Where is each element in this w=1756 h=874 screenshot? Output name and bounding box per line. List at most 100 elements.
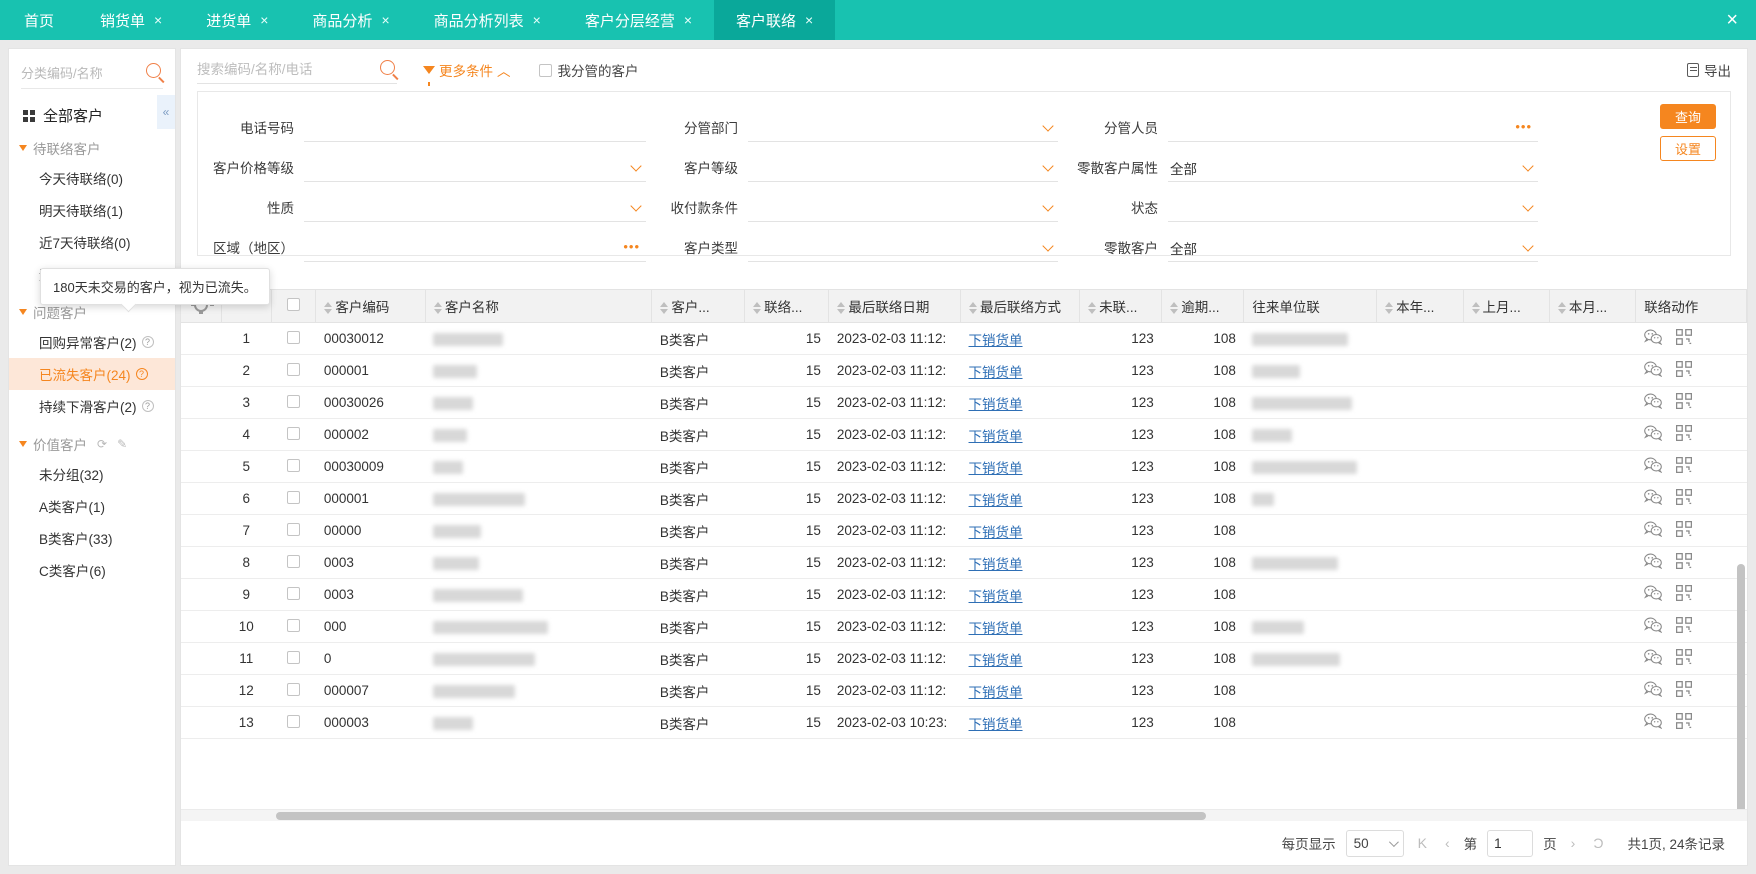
tab-customer-contact[interactable]: 客户联络 ×: [714, 0, 836, 40]
sidebar-search-input[interactable]: [21, 66, 141, 81]
filter-control[interactable]: [1168, 194, 1538, 222]
wechat-icon[interactable]: [1643, 617, 1662, 633]
sidebar-item-declining-customers[interactable]: 持续下滑客户(2) ?: [9, 390, 175, 422]
edit-icon[interactable]: ✎: [117, 437, 128, 451]
checkbox-icon[interactable]: [287, 522, 301, 536]
qrcode-icon[interactable]: [1675, 681, 1692, 697]
last-contact-way-link[interactable]: 下销货单: [968, 460, 1023, 476]
checkbox-icon[interactable]: [287, 490, 301, 504]
cell-contact-actions[interactable]: [1635, 610, 1747, 643]
page-number-input[interactable]: [1487, 829, 1534, 857]
table-row[interactable]: 2 000001 B类客户 15 2023-02-03 11:12: 下销货单 123 108: [181, 354, 1747, 387]
more-options-icon[interactable]: •••: [1515, 119, 1532, 134]
row-checkbox[interactable]: [271, 674, 316, 707]
sort-icon[interactable]: [660, 302, 669, 315]
chevron-down-icon[interactable]: [630, 200, 642, 212]
cell-contact-actions[interactable]: [1635, 482, 1747, 515]
qrcode-icon[interactable]: [1675, 425, 1692, 441]
sort-icon[interactable]: [1088, 302, 1097, 315]
last-contact-way-link[interactable]: 下销货单: [968, 652, 1023, 668]
my-customers-checkbox[interactable]: 我分管的客户: [538, 60, 639, 80]
qrcode-icon[interactable]: [1675, 329, 1692, 345]
column-header-thismonth[interactable]: 本月...: [1549, 289, 1637, 323]
last-contact-way-link[interactable]: 下销货单: [968, 428, 1023, 444]
filter-payment-terms[interactable]: 收付款条件: [646, 194, 1058, 222]
sidebar-item-churned-customers[interactable]: 已流失客户(24) ?: [9, 358, 175, 390]
row-checkbox[interactable]: [271, 482, 316, 515]
sidebar-item-tomorrow-pending[interactable]: 明天待联络(1): [9, 194, 175, 226]
row-checkbox[interactable]: [271, 546, 316, 579]
wechat-icon[interactable]: [1643, 713, 1662, 729]
checkbox-icon[interactable]: [287, 650, 301, 664]
checkbox-icon[interactable]: [287, 394, 301, 408]
chevron-down-icon[interactable]: [1522, 240, 1534, 252]
wechat-icon[interactable]: [1643, 681, 1662, 697]
column-header-overdue[interactable]: 逾期...: [1161, 289, 1245, 323]
wechat-icon[interactable]: [1643, 489, 1662, 505]
filter-retail-attribute[interactable]: 零散客户属性 全部: [1058, 154, 1538, 182]
tab-close-icon[interactable]: ×: [381, 12, 390, 28]
filter-control[interactable]: [304, 194, 646, 222]
column-header-lastmonth[interactable]: 上月...: [1463, 289, 1550, 323]
cell-last-contact-way[interactable]: 下销货单: [960, 386, 1080, 419]
cell-contact-actions[interactable]: [1635, 354, 1747, 387]
chevron-down-icon[interactable]: [1042, 240, 1054, 252]
last-contact-way-link[interactable]: 下销货单: [968, 364, 1023, 380]
tab-close-icon[interactable]: ×: [805, 12, 814, 28]
column-header-nocontact[interactable]: 未联...: [1079, 289, 1163, 323]
search-icon[interactable]: [380, 60, 395, 75]
column-header-name[interactable]: 客户名称: [425, 289, 653, 323]
column-header-thisyear[interactable]: 本年...: [1376, 289, 1464, 323]
filter-price-level[interactable]: 客户价格等级: [198, 154, 646, 182]
cell-contact-actions[interactable]: [1635, 450, 1747, 483]
cell-contact-actions[interactable]: [1635, 642, 1747, 675]
tab-close-icon[interactable]: ×: [532, 12, 541, 28]
sort-icon[interactable]: [324, 302, 333, 315]
sort-icon[interactable]: [969, 302, 978, 315]
qrcode-icon[interactable]: [1675, 585, 1692, 601]
last-contact-way-link[interactable]: 下销货单: [968, 556, 1023, 572]
sidebar-item-all-customers[interactable]: 全部客户: [23, 105, 175, 126]
checkbox-icon[interactable]: [287, 362, 301, 376]
last-contact-way-link[interactable]: 下销货单: [968, 684, 1023, 700]
filter-control[interactable]: 全部: [1168, 234, 1538, 262]
cell-last-contact-way[interactable]: 下销货单: [960, 578, 1080, 611]
table-row[interactable]: 8 0003 B类客户 15 2023-02-03 11:12: 下销货单 123 108: [181, 546, 1747, 579]
table-row[interactable]: 3 00030026 B类客户 15 2023-02-03 11:12: 下销货单 123 1…: [181, 386, 1747, 419]
table-row[interactable]: 11 0 B类客户 15 2023-02-03 11:12: 下销货单 123 108: [181, 642, 1747, 675]
prev-page-button[interactable]: ‹: [1445, 835, 1450, 851]
tab-home[interactable]: 首页: [0, 0, 78, 40]
sidebar-item-repurchase-abnormal[interactable]: 回购异常客户(2) ?: [9, 326, 175, 358]
filter-control[interactable]: [748, 194, 1058, 222]
wechat-icon[interactable]: [1643, 585, 1662, 601]
cell-contact-actions[interactable]: [1635, 674, 1747, 707]
filter-control[interactable]: •••: [304, 234, 646, 262]
sort-icon[interactable]: [1471, 302, 1480, 315]
chevron-down-icon[interactable]: [1042, 200, 1054, 212]
table-row[interactable]: 13 000003 B类客户 15 2023-02-03 10:23: 下销货单 123 10…: [181, 706, 1747, 739]
row-checkbox[interactable]: [271, 578, 316, 611]
chevron-down-icon[interactable]: [1042, 160, 1054, 172]
cell-last-contact-way[interactable]: 下销货单: [960, 674, 1080, 707]
chevron-down-icon[interactable]: [630, 160, 642, 172]
qrcode-icon[interactable]: [1675, 393, 1692, 409]
cell-last-contact-way[interactable]: 下销货单: [960, 354, 1080, 387]
filter-customer-level[interactable]: 客户等级: [646, 154, 1058, 182]
cell-last-contact-way[interactable]: 下销货单: [960, 514, 1080, 547]
qrcode-icon[interactable]: [1675, 713, 1692, 729]
horizontal-scrollbar-thumb[interactable]: [276, 812, 1206, 820]
cell-contact-actions[interactable]: [1635, 386, 1747, 419]
tab-close-icon[interactable]: ×: [260, 12, 269, 28]
sidebar-item-today-pending[interactable]: 今天待联络(0): [9, 162, 175, 194]
help-icon[interactable]: ?: [141, 400, 154, 412]
tab-close-icon[interactable]: ×: [683, 12, 693, 28]
sort-icon[interactable]: [753, 302, 762, 315]
wechat-icon[interactable]: [1643, 425, 1662, 441]
filter-nature[interactable]: 性质: [198, 194, 646, 222]
more-conditions-button[interactable]: 更多条件 ︿: [423, 60, 511, 86]
chevron-down-icon[interactable]: [1522, 200, 1534, 212]
refresh-icon[interactable]: ⟳: [97, 437, 108, 451]
row-checkbox[interactable]: [271, 610, 316, 643]
help-icon[interactable]: ?: [135, 368, 148, 380]
search-box[interactable]: [197, 56, 397, 84]
